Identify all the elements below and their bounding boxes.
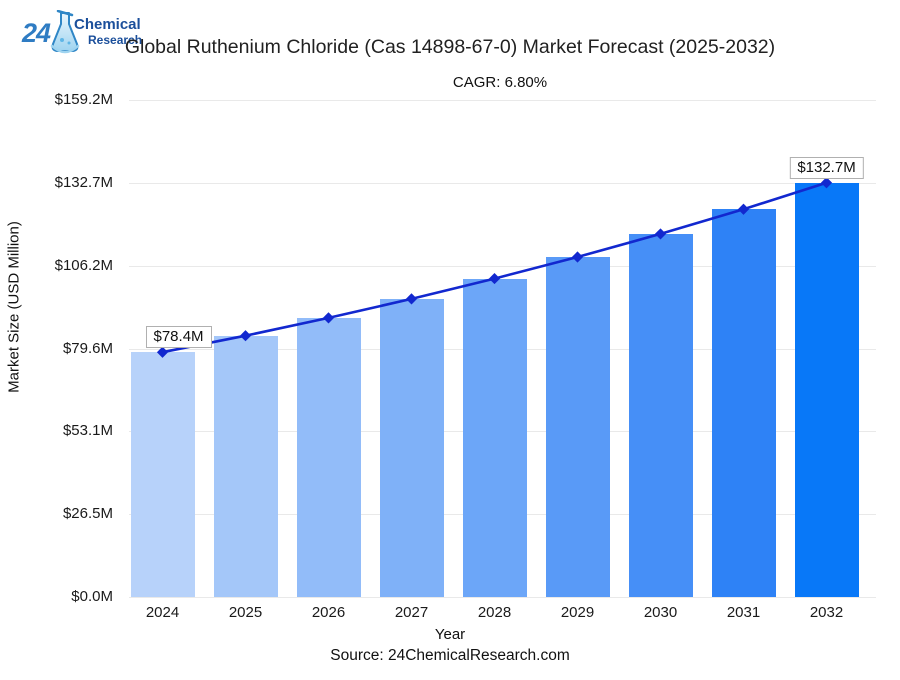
x-tick-label-2027: 2027 — [394, 604, 429, 621]
logo-text-research: Research — [88, 33, 143, 47]
x-tick-label-2028: 2028 — [477, 604, 512, 621]
y-tick-label: $132.7M — [54, 173, 113, 191]
bar-2026[interactable] — [296, 317, 361, 597]
y-tick-label: $79.6M — [62, 339, 113, 357]
logo-number: 24 — [22, 18, 51, 48]
y-tick-label: $26.5M — [62, 505, 113, 523]
bar-2025[interactable] — [213, 335, 278, 597]
source-text: Source: 24ChemicalResearch.com — [330, 647, 570, 664]
y-tick-label: $159.2M — [54, 91, 113, 108]
x-tick-label-2032: 2032 — [809, 604, 844, 621]
bar-2030[interactable] — [628, 233, 693, 597]
chart-title: Global Ruthenium Chloride (Cas 14898-67-… — [124, 36, 776, 58]
x-tick-label-2025: 2025 — [228, 604, 263, 621]
x-tick-label-2030: 2030 — [643, 604, 678, 621]
logo-text-chemical: Chemical — [74, 16, 141, 33]
bar-2029[interactable] — [545, 257, 610, 597]
gridline-$0.0M — [129, 597, 876, 598]
bar-2024[interactable] — [130, 352, 195, 597]
bar-2031[interactable] — [711, 209, 776, 597]
x-tick-label-2031: 2031 — [726, 604, 761, 621]
gridline-$159.2M — [129, 100, 876, 101]
y-tick-label: $0.0M — [71, 588, 113, 605]
logo: 24 Chemical Research — [22, 10, 152, 58]
y-tick-label: $106.2M — [54, 256, 113, 274]
x-tick-label-2024: 2024 — [145, 604, 180, 621]
y-axis-title: Market Size (USD Million) — [5, 221, 23, 393]
x-axis-title: Year — [434, 626, 466, 643]
value-label-2032: $132.7M — [789, 156, 864, 179]
gridline-$132.7M — [129, 182, 876, 184]
x-tick-label-2026: 2026 — [311, 604, 346, 621]
bar-2027[interactable] — [379, 298, 444, 597]
value-label-2024: $78.4M — [145, 326, 212, 349]
bar-2032[interactable] — [794, 182, 859, 597]
flask-icon — [50, 10, 80, 54]
y-tick-label: $53.1M — [62, 422, 113, 440]
chart-subtitle: CAGR: 6.80% — [452, 74, 548, 91]
bar-2028[interactable] — [462, 278, 527, 597]
x-tick-label-2029: 2029 — [560, 604, 595, 621]
